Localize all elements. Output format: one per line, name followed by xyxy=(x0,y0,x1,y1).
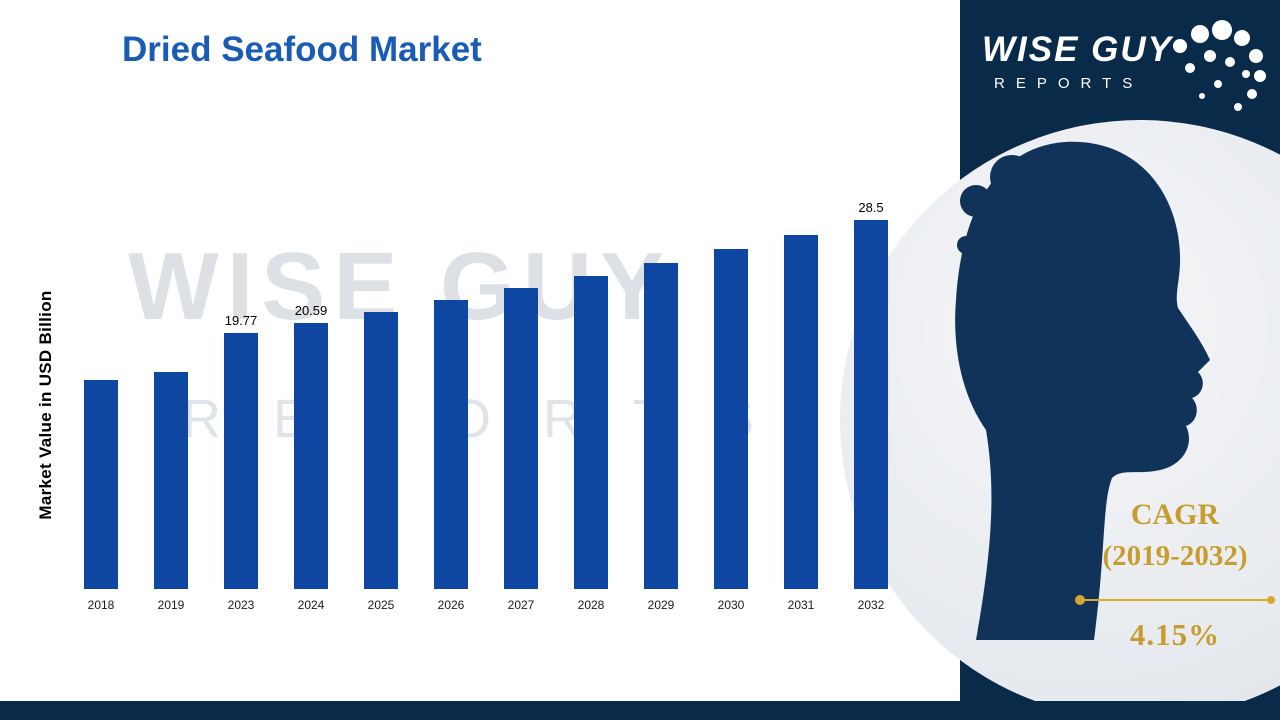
bar xyxy=(714,249,748,589)
bar-group-2026: 2026 xyxy=(434,280,468,612)
bar xyxy=(154,372,188,589)
bar xyxy=(854,220,888,589)
bar-group-2025: 2025 xyxy=(364,292,398,612)
bar-group-2028: 2028 xyxy=(574,256,608,612)
bar xyxy=(224,333,258,589)
x-tick-label: 2026 xyxy=(437,598,465,612)
x-tick-label: 2023 xyxy=(227,598,255,612)
bar xyxy=(644,263,678,589)
x-tick-label: 2018 xyxy=(87,598,115,612)
cagr-range: (2019-2032) xyxy=(1102,540,1248,572)
brand-logo-line1: WISE GUY xyxy=(982,30,1174,69)
bar-group-2032: 28.5 2032 xyxy=(854,200,888,612)
cagr-divider-line xyxy=(1075,595,1275,605)
bar-group-2023: 19.77 2023 xyxy=(224,313,258,612)
bar-value-label: 28.5 xyxy=(858,200,884,215)
x-tick-label: 2029 xyxy=(647,598,675,612)
x-tick-label: 2030 xyxy=(717,598,745,612)
x-tick-label: 2028 xyxy=(577,598,605,612)
x-tick-label: 2031 xyxy=(787,598,815,612)
bar-group-2024: 20.59 2024 xyxy=(294,303,328,612)
x-tick-label: 2019 xyxy=(157,598,185,612)
bar-group-2029: 2029 xyxy=(644,243,678,612)
bar xyxy=(364,312,398,589)
x-tick-label: 2024 xyxy=(297,598,325,612)
brand-logo-line2: REPORTS xyxy=(994,75,1144,92)
x-tick-label: 2027 xyxy=(507,598,535,612)
bar-group-2031: 2031 xyxy=(784,215,818,612)
cagr-value: 4.15% xyxy=(1129,617,1221,652)
bar-value-label: 19.77 xyxy=(224,313,258,328)
x-tick-label: 2025 xyxy=(367,598,395,612)
bar-group-2030: 2030 xyxy=(714,229,748,612)
bar-chart: 2018 2019 19.77 2023 20.59 2024 2025 2026 2027 20… xyxy=(84,200,888,612)
footer-bar xyxy=(0,701,1280,720)
bar-group-2019: 2019 xyxy=(154,352,188,612)
bar xyxy=(434,300,468,589)
bar xyxy=(784,235,818,589)
x-tick-label: 2032 xyxy=(857,598,885,612)
brand-logo: WISE GUY REPORTS xyxy=(982,30,1173,92)
cagr-block: CAGR (2019-2032) 4.15% xyxy=(1075,498,1275,653)
bar-group-2018: 2018 xyxy=(84,360,118,612)
bar xyxy=(574,276,608,589)
bar xyxy=(294,323,328,589)
bar-value-label: 20.59 xyxy=(294,303,328,318)
y-axis-label: Market Value in USD Billion xyxy=(36,290,55,520)
bar-group-2027: 2027 xyxy=(504,268,538,612)
bar xyxy=(504,288,538,589)
page-title: Dried Seafood Market xyxy=(122,30,482,69)
cagr-label: CAGR xyxy=(1130,498,1220,531)
bar xyxy=(84,380,118,589)
